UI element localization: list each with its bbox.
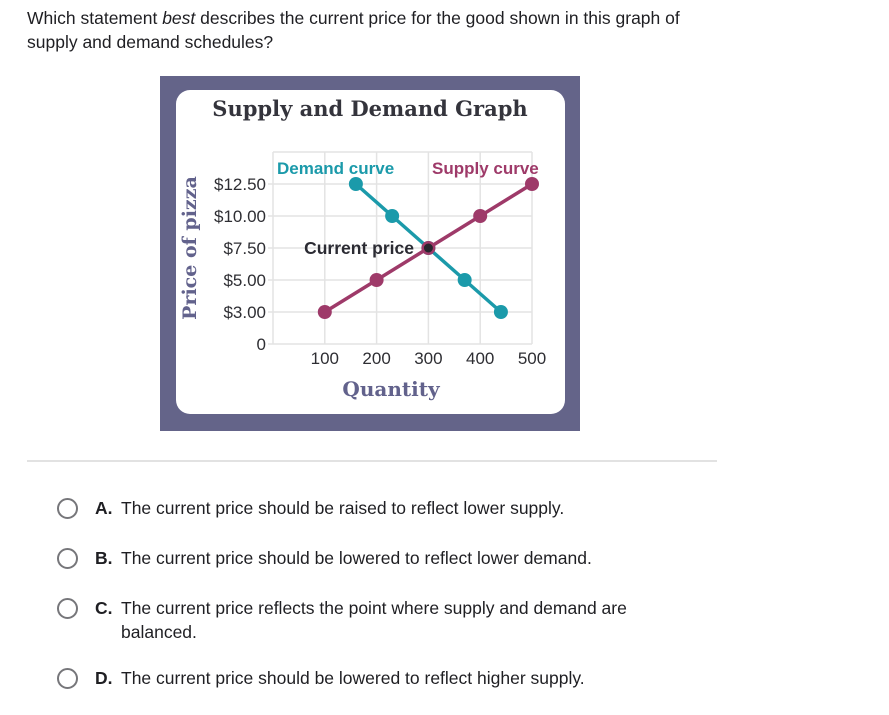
demand-curve-point bbox=[348, 177, 363, 191]
current-price-marker bbox=[423, 243, 433, 253]
graph-frame: Supply and Demand Graph $12.50 $10.00 $7.5… bbox=[160, 76, 580, 431]
option-a-letter: A. bbox=[95, 498, 113, 518]
option-a-text: The current price should be raised to re… bbox=[121, 498, 565, 518]
supply-demand-chart: Supply and Demand Graph $12.50 $10.00 $7.5… bbox=[179, 96, 546, 401]
x-tick-label: 200 bbox=[362, 349, 390, 368]
question-prefix: Which statement bbox=[27, 8, 163, 28]
x-tick-label: 400 bbox=[466, 349, 494, 368]
option-c[interactable]: C. The current price reflects the point … bbox=[57, 596, 706, 644]
y-tick-label: $7.50 bbox=[223, 239, 266, 258]
x-axis-label: Quantity bbox=[342, 377, 441, 401]
question-suffix: describes the current price for the good… bbox=[27, 8, 680, 52]
option-a[interactable]: A. The current price should be raised to… bbox=[57, 496, 706, 520]
chart-title: Supply and Demand Graph bbox=[212, 96, 527, 121]
supply-curve-point bbox=[317, 305, 332, 319]
y-tick-label: $12.50 bbox=[214, 175, 266, 194]
divider bbox=[27, 460, 717, 462]
option-d-letter: D. bbox=[95, 668, 113, 688]
chart-grid: $12.50 $10.00 $7.50 $5.00 $3.00 0 100 200 300 400… bbox=[214, 151, 546, 368]
radio-option-a[interactable] bbox=[57, 498, 78, 519]
legend-demand-curve: Demand curve bbox=[277, 159, 394, 178]
x-tick-label: 300 bbox=[414, 349, 442, 368]
demand-curve-point bbox=[385, 209, 400, 223]
supply-curve-point bbox=[369, 273, 384, 287]
x-tick-label: 500 bbox=[518, 349, 546, 368]
option-b[interactable]: B. The current price should be lowered t… bbox=[57, 546, 706, 570]
question-emphasis: best bbox=[162, 8, 196, 28]
y-tick-label: $10.00 bbox=[214, 207, 266, 226]
demand-curve-point bbox=[493, 305, 508, 319]
demand-curve-point bbox=[457, 273, 472, 287]
y-tick-label: 0 bbox=[257, 335, 266, 354]
y-tick-label: $3.00 bbox=[223, 303, 266, 322]
option-b-letter: B. bbox=[95, 548, 113, 568]
graph-card: Supply and Demand Graph $12.50 $10.00 $7.5… bbox=[176, 90, 565, 414]
radio-option-d[interactable] bbox=[57, 668, 78, 689]
option-d-text: The current price should be lowered to r… bbox=[121, 668, 585, 688]
chart-series bbox=[317, 177, 539, 319]
radio-option-c[interactable] bbox=[57, 598, 78, 619]
option-d[interactable]: D. The current price should be lowered t… bbox=[57, 666, 706, 690]
legend-supply-curve: Supply curve bbox=[432, 159, 539, 178]
question-text: Which statement best describes the curre… bbox=[27, 6, 711, 54]
y-tick-label: $5.00 bbox=[223, 271, 266, 290]
current-price-label: Current price bbox=[304, 238, 414, 258]
supply-curve-point bbox=[525, 177, 539, 191]
radio-option-b[interactable] bbox=[57, 548, 78, 569]
supply-curve-point bbox=[473, 209, 488, 223]
option-c-letter: C. bbox=[95, 598, 113, 618]
y-axis-label: Price of pizza bbox=[179, 176, 201, 320]
option-b-text: The current price should be lowered to r… bbox=[121, 548, 592, 568]
option-c-text: The current price reflects the point whe… bbox=[121, 598, 627, 642]
x-tick-label: 100 bbox=[311, 349, 339, 368]
